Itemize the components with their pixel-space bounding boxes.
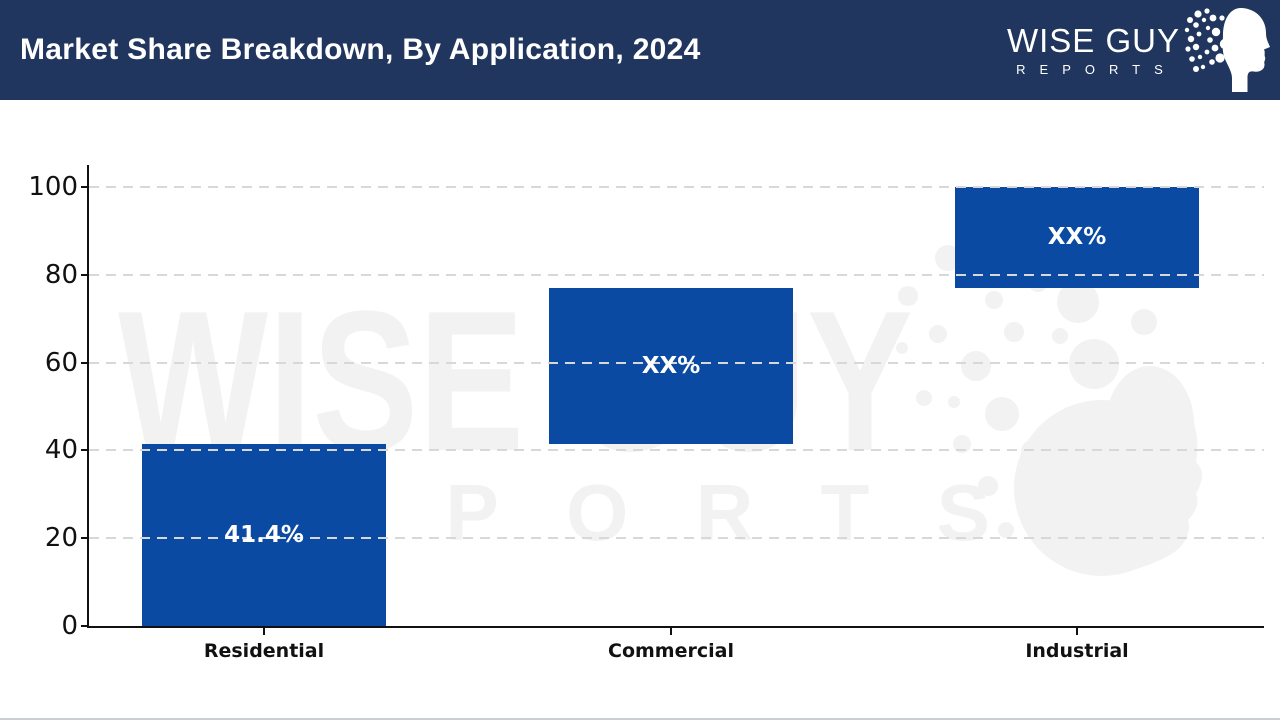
x-category-label: Residential: [203, 640, 325, 662]
x-category-label: Commercial: [608, 640, 734, 662]
y-tick-label: 60: [44, 347, 78, 378]
x-category-label: Industrial: [1025, 640, 1129, 662]
y-tick-mark: [81, 449, 87, 452]
gridline: [89, 537, 1264, 540]
y-axis-line: [87, 165, 89, 628]
x-tick-mark: [263, 628, 265, 635]
page-title: Market Share Breakdown, By Application, …: [20, 33, 701, 66]
bar-commercial: [549, 287, 793, 445]
y-tick-mark: [81, 625, 87, 627]
y-tick-label: 40: [44, 435, 78, 466]
bar-value-label: XX%: [641, 353, 701, 380]
x-tick-mark: [1076, 628, 1078, 635]
y-tick-label: 0: [61, 611, 78, 641]
brand-logo: WISE GUY REPORTS: [1007, 6, 1270, 92]
y-tick-mark: [81, 273, 87, 276]
gridline: [89, 273, 1264, 276]
brand-face-profile: [1222, 7, 1270, 92]
y-tick-mark: [81, 361, 87, 364]
bottom-border: [0, 718, 1280, 720]
bar-value-label: XX%: [1047, 224, 1107, 251]
x-axis-line: [87, 626, 1264, 628]
brand-face-icon: [1184, 7, 1270, 92]
brand-subtitle-text: REPORTS: [1016, 61, 1177, 77]
brand-wordmark: WISE GUY REPORTS: [1007, 22, 1180, 77]
y-tick-mark: [81, 186, 87, 188]
brand-name-text: WISE GUY: [1006, 21, 1180, 59]
bar-residential: [142, 444, 386, 626]
x-tick-mark: [670, 628, 672, 635]
y-tick-label: 80: [44, 259, 78, 290]
header: Market Share Breakdown, By Application, …: [0, 0, 1280, 100]
bar-value-label: 41.4%: [224, 522, 304, 549]
y-tick-mark: [81, 537, 87, 540]
bar-industrial: [955, 187, 1199, 288]
gridline: [89, 449, 1264, 452]
gridline: [89, 186, 1264, 188]
y-tick-label: 20: [44, 523, 78, 554]
gridline: [89, 361, 1264, 364]
y-tick-label: 100: [28, 172, 78, 202]
